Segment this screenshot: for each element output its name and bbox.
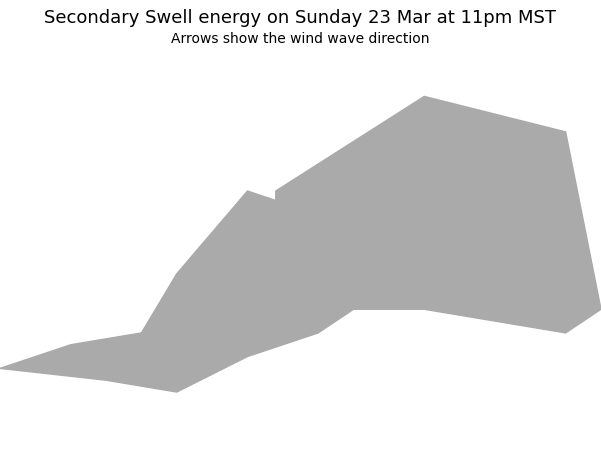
Polygon shape bbox=[276, 97, 601, 333]
Text: Secondary Swell energy on Sunday 23 Mar at 11pm MST: Secondary Swell energy on Sunday 23 Mar … bbox=[44, 8, 557, 26]
Text: Arrows show the wind wave direction: Arrows show the wind wave direction bbox=[171, 32, 430, 46]
Polygon shape bbox=[0, 192, 353, 392]
